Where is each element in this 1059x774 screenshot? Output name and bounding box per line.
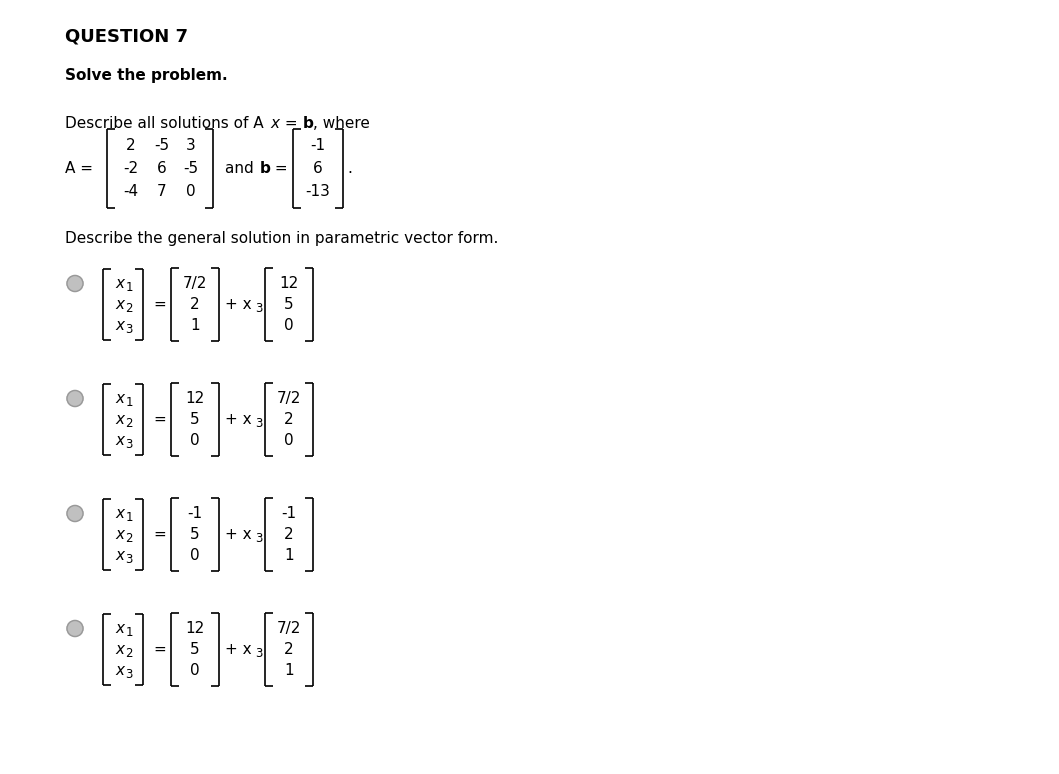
Text: 7/2: 7/2 — [183, 276, 208, 291]
Circle shape — [67, 276, 83, 292]
Text: x: x — [114, 297, 124, 312]
Text: 2: 2 — [191, 297, 200, 312]
Text: + x: + x — [225, 527, 252, 542]
Text: =: = — [280, 116, 303, 131]
Text: 2: 2 — [126, 138, 136, 153]
Text: 6: 6 — [313, 161, 323, 176]
Text: 1: 1 — [125, 626, 132, 639]
Text: -13: -13 — [306, 184, 330, 199]
Text: 3: 3 — [255, 532, 263, 545]
Text: 2: 2 — [125, 417, 132, 430]
Text: Describe the general solution in parametric vector form.: Describe the general solution in paramet… — [65, 231, 499, 246]
Text: + x: + x — [225, 297, 252, 312]
Text: -1: -1 — [282, 506, 297, 521]
Text: 1: 1 — [125, 396, 132, 409]
Text: -4: -4 — [124, 184, 139, 199]
Text: 2: 2 — [125, 532, 132, 545]
Text: 3: 3 — [186, 138, 196, 153]
Text: -1: -1 — [187, 506, 202, 521]
Text: 12: 12 — [185, 621, 204, 636]
Text: + x: + x — [225, 642, 252, 657]
Text: 2: 2 — [125, 647, 132, 660]
Text: 3: 3 — [255, 302, 263, 315]
Text: =: = — [152, 642, 166, 657]
Text: x: x — [114, 663, 124, 678]
Text: 6: 6 — [157, 161, 167, 176]
Text: 3: 3 — [255, 647, 263, 660]
Text: 3: 3 — [125, 553, 132, 566]
Text: 7: 7 — [157, 184, 167, 199]
Text: 0: 0 — [191, 433, 200, 448]
Text: 2: 2 — [284, 527, 293, 542]
Text: x: x — [114, 276, 124, 291]
Text: 0: 0 — [191, 663, 200, 678]
Text: =: = — [270, 161, 288, 176]
Text: 1: 1 — [284, 548, 293, 563]
Text: 3: 3 — [125, 438, 132, 451]
Text: 12: 12 — [280, 276, 299, 291]
Text: x: x — [114, 621, 124, 636]
Text: 2: 2 — [284, 642, 293, 657]
Text: -2: -2 — [124, 161, 139, 176]
Text: 5: 5 — [191, 527, 200, 542]
Text: -5: -5 — [183, 161, 199, 176]
Text: 1: 1 — [284, 663, 293, 678]
Text: 0: 0 — [284, 318, 293, 333]
Text: x: x — [114, 506, 124, 521]
Text: x: x — [114, 527, 124, 542]
Text: 5: 5 — [191, 412, 200, 427]
Text: 12: 12 — [185, 391, 204, 406]
Text: , where: , where — [313, 116, 370, 131]
Text: b: b — [303, 116, 313, 131]
Text: 3: 3 — [255, 417, 263, 430]
Text: Solve the problem.: Solve the problem. — [65, 68, 228, 83]
Text: 1: 1 — [125, 511, 132, 524]
Text: + x: + x — [225, 412, 252, 427]
Text: 5: 5 — [284, 297, 293, 312]
Text: =: = — [152, 527, 166, 542]
Text: x: x — [114, 318, 124, 333]
Text: 1: 1 — [191, 318, 200, 333]
Text: b: b — [261, 161, 271, 176]
Circle shape — [67, 505, 83, 522]
Text: x: x — [114, 433, 124, 448]
Text: -1: -1 — [310, 138, 325, 153]
Text: =: = — [152, 297, 166, 312]
Text: QUESTION 7: QUESTION 7 — [65, 28, 189, 46]
Text: -5: -5 — [155, 138, 169, 153]
Circle shape — [67, 391, 83, 406]
Text: 7/2: 7/2 — [276, 621, 301, 636]
Text: 0: 0 — [186, 184, 196, 199]
Text: 0: 0 — [191, 548, 200, 563]
Text: Describe all solutions of A: Describe all solutions of A — [65, 116, 264, 131]
Text: x: x — [114, 548, 124, 563]
Text: 2: 2 — [284, 412, 293, 427]
Text: x: x — [114, 642, 124, 657]
Text: 3: 3 — [125, 668, 132, 681]
Text: 1: 1 — [125, 281, 132, 294]
Text: 0: 0 — [284, 433, 293, 448]
Text: 3: 3 — [125, 323, 132, 336]
Circle shape — [67, 621, 83, 636]
Text: 2: 2 — [125, 302, 132, 315]
Text: =: = — [152, 412, 166, 427]
Text: x: x — [270, 116, 279, 131]
Text: .: . — [347, 161, 352, 176]
Text: x: x — [114, 412, 124, 427]
Text: A =: A = — [65, 161, 93, 176]
Text: 5: 5 — [191, 642, 200, 657]
Text: 7/2: 7/2 — [276, 391, 301, 406]
Text: x: x — [114, 391, 124, 406]
Text: and: and — [225, 161, 258, 176]
